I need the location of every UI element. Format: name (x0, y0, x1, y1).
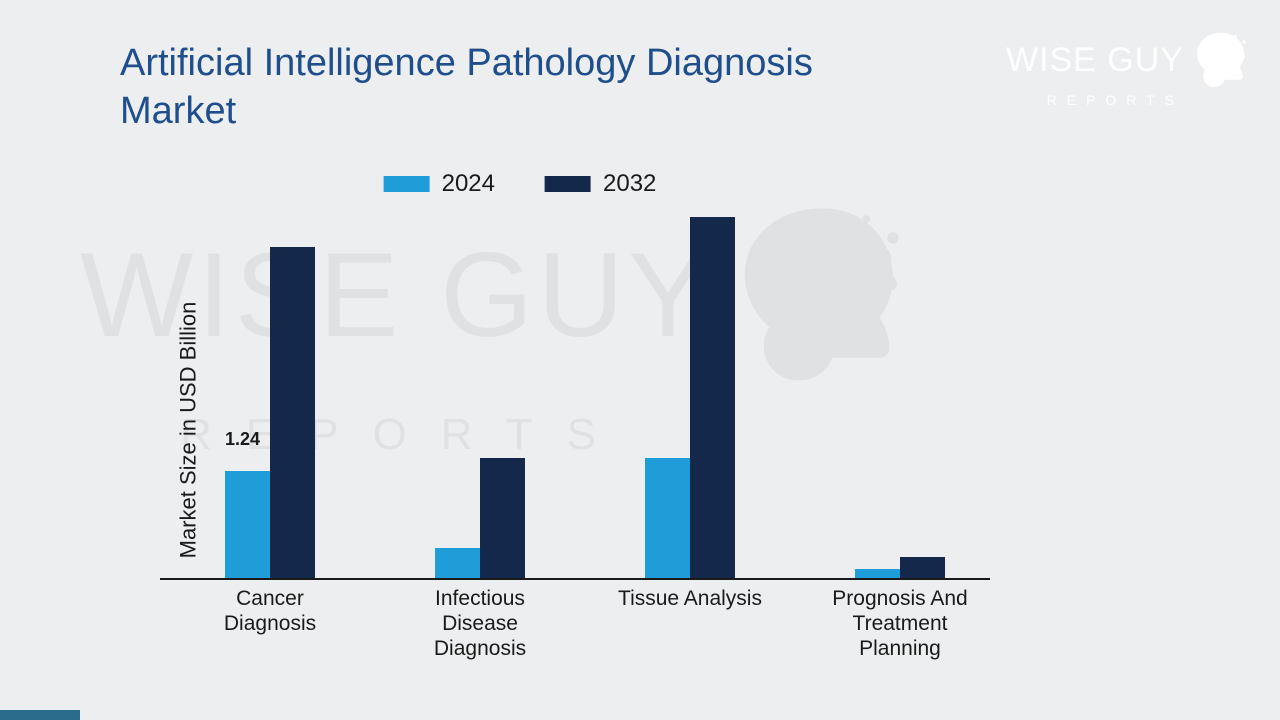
bar-group: Prognosis And Treatment Planning (810, 557, 990, 579)
legend-swatch-2032 (545, 176, 591, 192)
bar-group: Tissue Analysis (600, 217, 780, 578)
bar-group: Infectious Disease Diagnosis (390, 458, 570, 578)
bar (270, 247, 315, 578)
bar (855, 569, 900, 578)
logo-text-top: WISE GUY (1006, 43, 1184, 77)
bar (480, 458, 525, 578)
legend-label: 2024 (442, 170, 495, 198)
brand-logo: WISE GUY REPORTS (1006, 30, 1250, 108)
bar (900, 557, 945, 579)
category-label: Tissue Analysis (610, 586, 770, 611)
bar (645, 458, 690, 578)
category-label: Cancer Diagnosis (190, 586, 350, 636)
legend-item: 2024 (384, 170, 495, 198)
bar-group: 1.24Cancer Diagnosis (180, 247, 360, 578)
head-silhouette-icon (1190, 30, 1250, 90)
logo-text-bottom: REPORTS (1006, 92, 1184, 108)
bottom-accent-bar (0, 710, 80, 720)
bar (435, 548, 480, 578)
legend-label: 2032 (603, 170, 656, 198)
plot-area: 1.24Cancer DiagnosisInfectious Disease D… (160, 210, 990, 580)
bar-value-label: 1.24 (225, 429, 260, 450)
category-label: Prognosis And Treatment Planning (820, 586, 980, 662)
bar: 1.24 (225, 471, 270, 578)
legend-swatch-2024 (384, 176, 430, 192)
chart-legend: 2024 2032 (384, 170, 657, 198)
bar (690, 217, 735, 578)
page-root: WISE GUY REPORTS WISE GUY (0, 0, 1280, 720)
category-label: Infectious Disease Diagnosis (400, 586, 560, 662)
legend-item: 2032 (545, 170, 656, 198)
chart-title: Artificial Intelligence Pathology Diagno… (120, 40, 820, 135)
chart-container: Market Size in USD Billion 2024 2032 1.2… (50, 160, 990, 700)
